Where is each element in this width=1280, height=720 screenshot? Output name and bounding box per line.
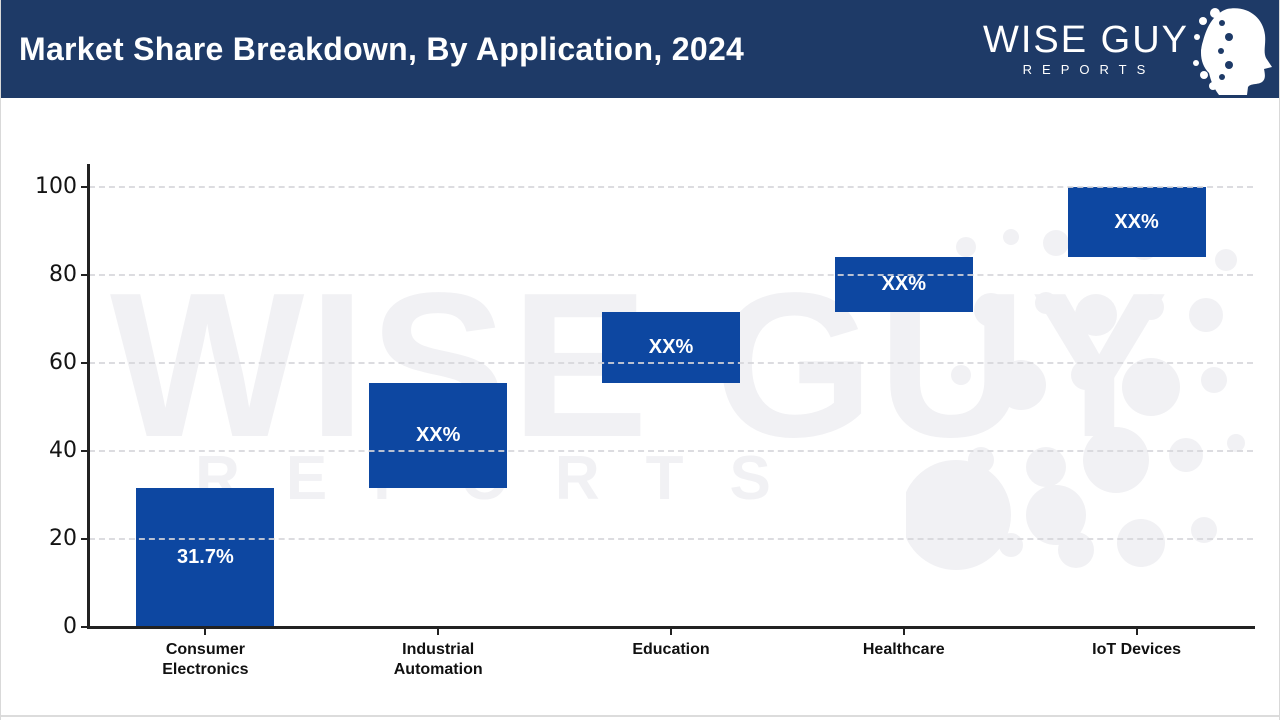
logo-reports-label: REPORTS	[1022, 62, 1156, 77]
wiseguy-logo: WISE GUY REPORTS	[983, 3, 1275, 95]
x-tick-education	[670, 629, 672, 635]
y-tick-label-20: 20	[49, 526, 77, 551]
y-tick-60	[81, 362, 88, 364]
x-tick-consumer-electronics	[204, 629, 207, 635]
x-axis-label-education: Education	[561, 640, 781, 660]
x-axis-label-line: Healthcare	[862, 641, 945, 658]
bar-education	[602, 312, 740, 383]
gridline-40	[89, 450, 1253, 452]
x-tick-industrial-automation	[437, 629, 440, 635]
logo-wiseguy-label: WISE GUY	[982, 19, 1189, 61]
y-tick-20	[81, 538, 88, 540]
y-tick-label-80: 80	[49, 262, 77, 287]
y-tick-40	[81, 450, 88, 452]
x-tick-iot-devices	[1135, 629, 1138, 635]
y-tick-label-40: 40	[49, 438, 77, 463]
bar-value-label-consumer-electronics: 31.7%	[177, 545, 234, 568]
x-axis-label-line: Automation	[393, 661, 483, 678]
y-tick-label-60: 60	[49, 350, 77, 375]
y-tick-80	[81, 274, 88, 276]
x-axis-line	[87, 626, 1255, 629]
x-axis-label-industrial-automation: Industrial Automation	[328, 640, 548, 680]
y-tick-100	[81, 186, 88, 188]
bar-healthcare	[834, 257, 973, 313]
x-axis-label-line: Electronics	[162, 661, 249, 678]
bar-industrial-automation	[369, 382, 508, 488]
x-axis-label-line: IoT Devices	[1092, 641, 1182, 658]
bar-consumer-electronics	[136, 487, 275, 627]
y-tick-0	[81, 626, 88, 628]
x-axis-label-line: Industrial	[402, 641, 475, 658]
gridline-60	[89, 362, 1253, 364]
bar-value-label-healthcare: XX%	[881, 273, 927, 296]
header-band: Market Share Breakdown, By Application, …	[1, 0, 1279, 98]
x-axis-label-consumer-electronics: Consumer Electronics	[95, 640, 315, 680]
gridline-20	[89, 538, 1253, 540]
y-axis-line	[87, 164, 90, 628]
y-tick-label-0: 0	[63, 614, 77, 639]
y-tick-label-100: 100	[35, 174, 77, 199]
page-title: Market Share Breakdown, By Application, …	[19, 30, 745, 67]
x-axis-label-healthcare: Healthcare	[794, 640, 1014, 660]
x-axis-label-line: Consumer	[165, 641, 245, 658]
bar-value-label-iot-devices: XX%	[1114, 210, 1159, 233]
x-axis-label-line: Education	[632, 641, 710, 658]
logo-head-icon	[1193, 8, 1272, 95]
bar-iot-devices	[1067, 187, 1206, 258]
wiseguy-logo-text: WISE GUY REPORTS	[983, 21, 1189, 77]
bottom-divider	[1, 715, 1279, 717]
gridline-100	[89, 186, 1253, 188]
gridline-80	[89, 274, 1253, 276]
bar-value-label-industrial-automation: XX%	[415, 423, 461, 446]
x-tick-healthcare	[902, 629, 905, 635]
x-axis-label-iot-devices: IoT Devices	[1027, 640, 1247, 660]
bar-value-label-education: XX%	[648, 336, 694, 359]
